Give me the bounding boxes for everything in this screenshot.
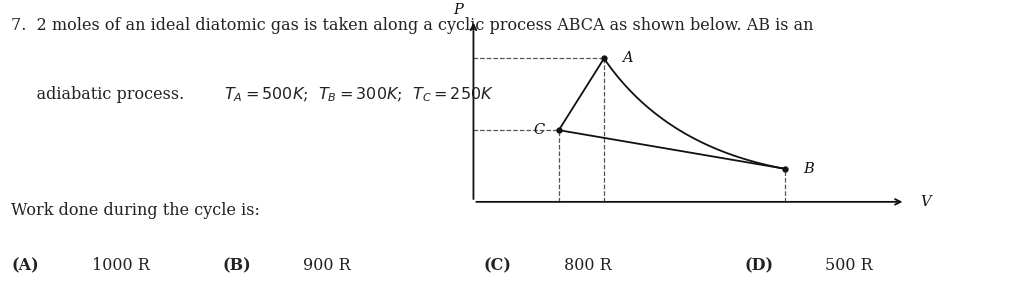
Text: Work done during the cycle is:: Work done during the cycle is: <box>11 202 260 219</box>
Text: C: C <box>534 123 545 137</box>
Text: 1000 R: 1000 R <box>92 257 150 274</box>
Text: (C): (C) <box>483 257 511 274</box>
Text: 500 R: 500 R <box>825 257 872 274</box>
Text: V: V <box>921 195 931 209</box>
Text: 7.  2 moles of an ideal diatomic gas is taken along a cyclic process ABCA as sho: 7. 2 moles of an ideal diatomic gas is t… <box>11 17 814 34</box>
Text: (D): (D) <box>744 257 774 274</box>
Text: adiabatic process.: adiabatic process. <box>11 86 189 103</box>
Text: 800 R: 800 R <box>564 257 611 274</box>
Text: (A): (A) <box>11 257 39 274</box>
Text: 900 R: 900 R <box>303 257 350 274</box>
Text: A: A <box>623 51 633 65</box>
Text: B: B <box>803 162 814 176</box>
Text: (B): (B) <box>222 257 251 274</box>
Text: $T_A = 500K$;  $T_B = 300K$;  $T_C = 250K$: $T_A = 500K$; $T_B = 300K$; $T_C = 250K$ <box>224 86 495 104</box>
Text: P: P <box>454 3 463 17</box>
